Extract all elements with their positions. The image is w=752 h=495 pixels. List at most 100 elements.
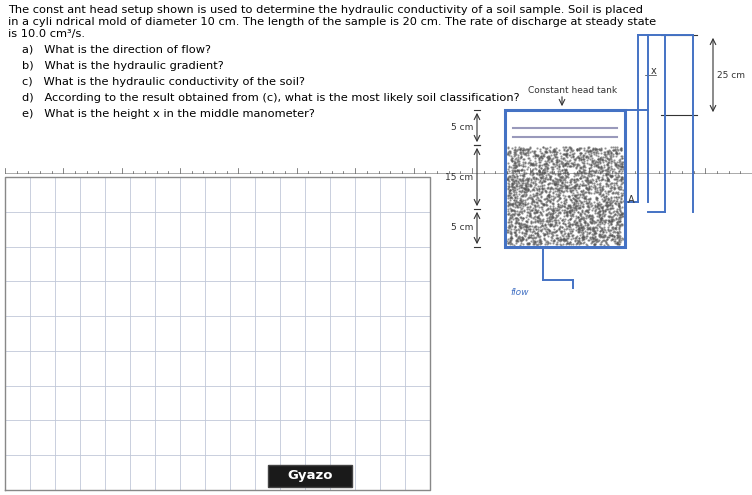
Point <box>570 199 582 207</box>
Point <box>502 210 514 218</box>
Point <box>531 191 543 198</box>
Point <box>532 152 544 160</box>
Point <box>577 225 589 233</box>
Point <box>594 227 606 235</box>
Point <box>550 219 562 227</box>
Point <box>542 152 554 160</box>
Point <box>541 185 553 193</box>
Point <box>613 218 625 226</box>
Point <box>581 176 593 184</box>
Point <box>532 202 544 210</box>
Point <box>510 230 522 238</box>
Point <box>553 205 565 213</box>
Point <box>502 224 514 232</box>
Point <box>597 156 609 164</box>
Point <box>602 233 614 241</box>
Point <box>515 223 527 231</box>
Point <box>525 234 537 242</box>
Point <box>524 192 536 199</box>
Point <box>527 234 539 242</box>
Point <box>617 163 629 171</box>
Point <box>578 157 590 165</box>
Point <box>581 229 593 237</box>
Point <box>605 217 617 225</box>
Point <box>504 223 516 231</box>
Point <box>560 235 572 243</box>
Point <box>599 196 611 204</box>
Point <box>522 203 534 211</box>
Point <box>513 184 525 192</box>
Point <box>598 241 610 249</box>
Point <box>590 193 602 200</box>
Point <box>542 183 554 191</box>
Point <box>528 160 540 168</box>
Point <box>564 238 576 246</box>
Point <box>532 182 544 190</box>
Point <box>537 199 549 207</box>
Point <box>607 197 619 205</box>
Point <box>542 151 554 159</box>
Point <box>516 192 528 199</box>
Point <box>535 226 547 234</box>
Point <box>508 146 520 154</box>
Point <box>520 175 532 183</box>
Point <box>513 222 525 230</box>
Point <box>551 164 563 172</box>
Point <box>566 189 578 197</box>
Point <box>529 211 541 219</box>
Point <box>588 167 600 175</box>
Point <box>552 167 564 175</box>
Point <box>601 169 613 177</box>
Point <box>572 207 584 215</box>
Point <box>571 219 583 227</box>
Point <box>511 166 523 174</box>
Point <box>528 192 540 199</box>
Point <box>590 236 602 244</box>
Point <box>551 226 563 234</box>
Point <box>611 220 623 228</box>
Point <box>550 192 562 200</box>
Point <box>563 207 575 215</box>
Point <box>615 162 627 170</box>
Point <box>528 148 540 155</box>
Point <box>597 228 609 236</box>
Point <box>511 195 523 202</box>
Point <box>582 208 594 216</box>
Point <box>595 165 607 173</box>
Point <box>559 229 571 237</box>
Point <box>551 156 563 164</box>
Point <box>574 236 586 244</box>
Point <box>598 231 610 239</box>
Point <box>564 186 576 194</box>
Point <box>553 203 566 211</box>
Point <box>610 179 622 187</box>
Point <box>575 220 587 228</box>
Point <box>587 238 599 246</box>
Point <box>515 220 527 228</box>
Point <box>505 206 517 214</box>
Point <box>591 209 603 217</box>
Point <box>578 162 590 170</box>
Point <box>593 201 605 209</box>
Point <box>610 152 622 160</box>
Point <box>569 221 581 229</box>
Point <box>544 175 556 183</box>
Point <box>584 228 596 236</box>
Point <box>508 177 520 185</box>
Point <box>557 199 569 207</box>
Point <box>613 203 625 211</box>
Point <box>606 213 618 221</box>
Point <box>538 231 550 239</box>
Point <box>616 209 628 217</box>
Point <box>584 225 596 233</box>
Point <box>566 233 578 241</box>
Point <box>585 170 597 178</box>
Point <box>550 184 562 192</box>
Point <box>529 147 541 155</box>
Point <box>585 149 597 157</box>
Point <box>611 220 623 228</box>
Point <box>519 196 531 203</box>
Point <box>527 214 539 222</box>
Point <box>550 144 562 152</box>
Point <box>575 198 587 206</box>
